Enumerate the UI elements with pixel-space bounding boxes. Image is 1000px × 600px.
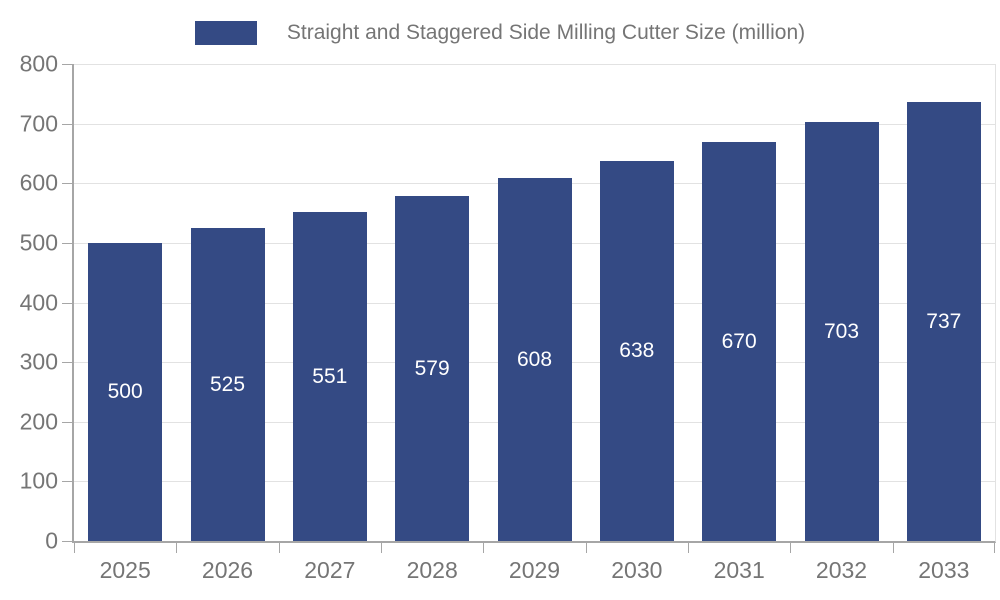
bar-value-label: 670 <box>721 329 757 353</box>
gridline-y-700 <box>74 123 995 125</box>
y-axis-tick <box>62 242 72 244</box>
y-axis-tick <box>62 64 72 65</box>
legend-swatch <box>194 21 257 45</box>
y-axis-label: 200 <box>19 408 58 435</box>
plot-area: 0 100 200 300 400 500 600 700 800 500 2025 525 2026 5… <box>20 52 996 582</box>
y-axis-tick <box>62 183 72 185</box>
bar-value-label: 703 <box>823 319 860 343</box>
x-axis-label: 2025 <box>99 557 151 583</box>
x-axis-label: 2029 <box>508 557 561 583</box>
legend-label: Straight and Staggered Side Milling Cutt… <box>286 21 806 44</box>
bar-2032: 703 <box>804 121 879 541</box>
x-axis-label: 2033 <box>918 557 970 583</box>
x-axis-tick <box>994 543 995 553</box>
bar-2029: 608 <box>497 178 572 541</box>
x-axis-tick <box>688 543 689 553</box>
bar-value-label: 525 <box>209 372 246 396</box>
bar-value-label: 551 <box>312 365 348 389</box>
x-axis-tick <box>74 543 75 553</box>
x-axis-tick <box>176 543 178 553</box>
y-axis-label: 300 <box>19 348 58 375</box>
y-axis-label: 500 <box>19 229 58 256</box>
y-axis-tick <box>62 421 72 423</box>
legend: Straight and Staggered Side Milling Cutt… <box>0 18 1000 48</box>
y-axis-tick <box>62 481 72 483</box>
bar-value-label: 579 <box>414 356 450 380</box>
x-axis-label: 2027 <box>304 557 356 583</box>
bar-2026: 525 <box>190 227 265 541</box>
y-axis-tick <box>62 362 72 364</box>
x-axis-tick <box>381 543 382 553</box>
y-axis-label: 0 <box>45 527 58 554</box>
bar-2031: 670 <box>702 141 777 541</box>
y-axis-tick <box>62 302 72 304</box>
bar-2033: 737 <box>906 101 981 541</box>
x-axis-tick <box>585 543 587 553</box>
x-axis-tick <box>483 543 485 553</box>
x-axis-label: 2028 <box>406 557 458 583</box>
bar-value-label: 737 <box>926 309 962 333</box>
x-axis-tick <box>892 543 894 553</box>
bar-2027: 551 <box>292 212 367 541</box>
y-axis-label: 700 <box>19 110 58 137</box>
y-axis-tick <box>62 123 72 125</box>
x-axis-label: 2026 <box>201 557 254 583</box>
bar-2025: 500 <box>88 242 163 541</box>
x-axis-label: 2031 <box>713 557 765 583</box>
x-axis-label: 2030 <box>611 557 663 583</box>
gridline-y-800 <box>74 64 995 65</box>
y-axis-label: 100 <box>19 467 58 494</box>
y-axis-label: 600 <box>19 169 58 196</box>
bar-2028: 579 <box>395 195 470 541</box>
bar-value-label: 638 <box>619 339 655 363</box>
bar-value-label: 500 <box>107 380 143 404</box>
x-axis-tick <box>278 543 280 553</box>
x-axis-label: 2032 <box>815 557 868 583</box>
y-axis-label: 400 <box>19 289 58 315</box>
x-axis-tick <box>790 543 792 553</box>
y-axis-tick <box>62 541 72 542</box>
bar-2030: 638 <box>599 160 674 541</box>
y-axis-label: 800 <box>19 50 58 77</box>
bar-value-label: 608 <box>516 348 553 372</box>
